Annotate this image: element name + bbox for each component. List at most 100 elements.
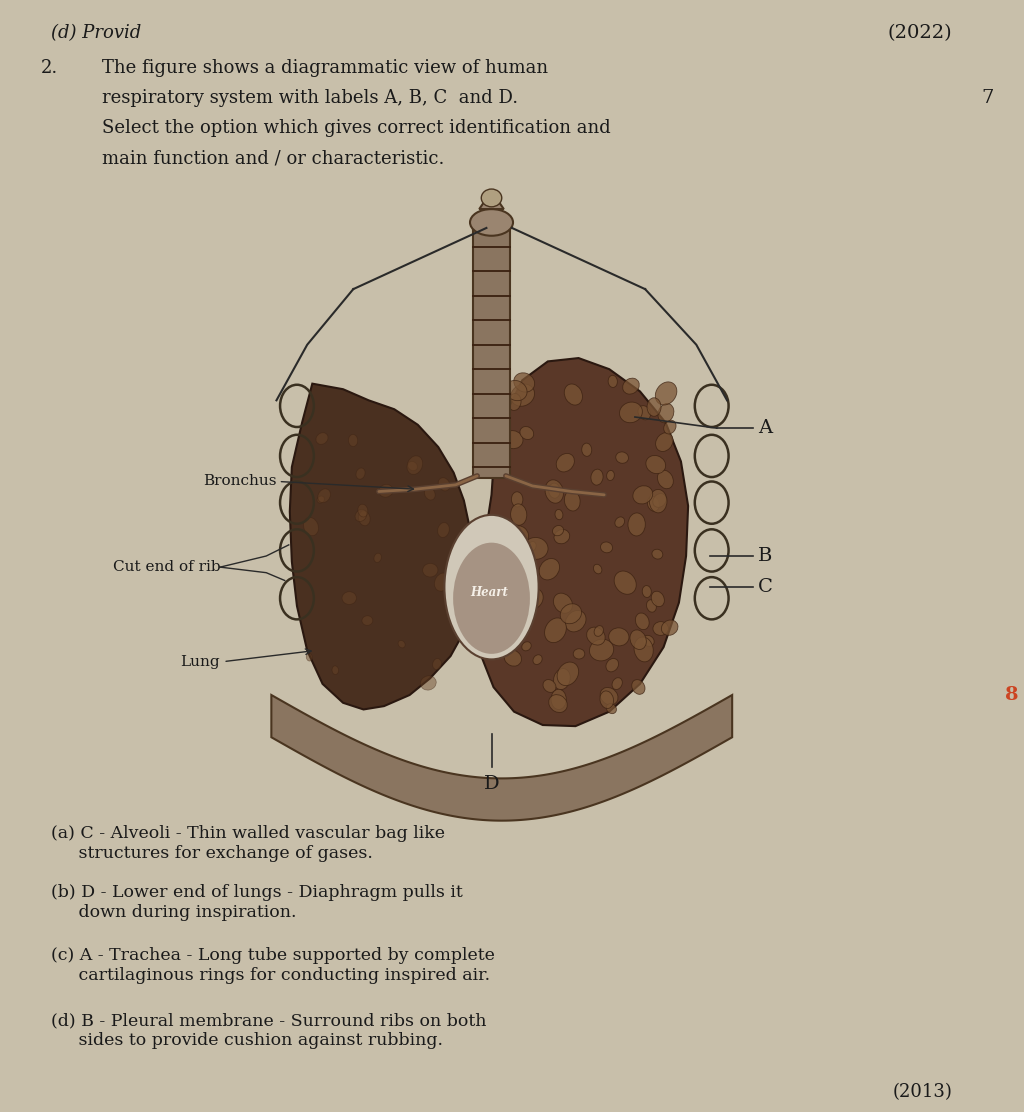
Ellipse shape (520, 588, 543, 610)
Ellipse shape (511, 384, 535, 406)
Ellipse shape (553, 526, 563, 536)
Ellipse shape (614, 572, 636, 594)
Ellipse shape (437, 523, 450, 537)
Ellipse shape (317, 489, 331, 503)
Ellipse shape (646, 599, 656, 613)
Ellipse shape (509, 608, 532, 629)
Text: A: A (758, 419, 772, 437)
Ellipse shape (511, 504, 526, 525)
Ellipse shape (554, 529, 569, 544)
Ellipse shape (557, 662, 579, 686)
Ellipse shape (655, 433, 673, 451)
Ellipse shape (606, 470, 614, 480)
Polygon shape (473, 228, 510, 478)
Text: (a) C - Alveoli - Thin walled vascular bag like
     structures for exchange of : (a) C - Alveoli - Thin walled vascular b… (51, 825, 445, 862)
Ellipse shape (543, 679, 556, 693)
Polygon shape (290, 384, 474, 709)
Ellipse shape (522, 642, 531, 651)
Ellipse shape (647, 398, 662, 416)
Ellipse shape (556, 454, 574, 471)
Ellipse shape (317, 496, 325, 503)
Ellipse shape (503, 430, 523, 448)
Ellipse shape (653, 622, 669, 635)
Ellipse shape (600, 542, 612, 553)
Ellipse shape (523, 537, 548, 559)
Ellipse shape (594, 564, 602, 574)
Text: main function and / or characteristic.: main function and / or characteristic. (102, 149, 444, 167)
Ellipse shape (421, 676, 436, 691)
Ellipse shape (658, 404, 674, 423)
Ellipse shape (348, 435, 357, 447)
Ellipse shape (511, 492, 523, 507)
Ellipse shape (358, 510, 370, 526)
Ellipse shape (615, 451, 629, 464)
Ellipse shape (356, 468, 365, 479)
Text: Bronchus: Bronchus (203, 475, 276, 488)
Ellipse shape (638, 406, 650, 420)
Ellipse shape (508, 394, 521, 410)
Ellipse shape (600, 687, 618, 705)
Ellipse shape (357, 504, 368, 517)
Ellipse shape (316, 433, 328, 445)
Ellipse shape (444, 515, 539, 659)
Ellipse shape (551, 689, 566, 709)
Ellipse shape (623, 378, 639, 394)
Text: 8: 8 (1006, 686, 1019, 704)
Ellipse shape (407, 456, 423, 475)
Ellipse shape (549, 483, 560, 498)
Ellipse shape (564, 490, 581, 512)
Ellipse shape (555, 509, 563, 519)
Ellipse shape (614, 517, 625, 527)
Ellipse shape (587, 627, 605, 645)
Ellipse shape (564, 384, 583, 405)
Ellipse shape (342, 592, 356, 605)
Ellipse shape (651, 592, 665, 607)
Ellipse shape (355, 509, 367, 522)
Text: Heart: Heart (471, 586, 508, 599)
Ellipse shape (306, 653, 312, 661)
Ellipse shape (655, 381, 677, 405)
Text: The figure shows a diagrammatic view of human: The figure shows a diagrammatic view of … (102, 59, 549, 77)
Text: B: B (758, 547, 772, 565)
Ellipse shape (649, 489, 667, 513)
Ellipse shape (532, 655, 542, 665)
Ellipse shape (657, 470, 674, 488)
Text: respiratory system with labels A, B, C  and D.: respiratory system with labels A, B, C a… (102, 89, 518, 107)
Text: Select the option which gives correct identification and: Select the option which gives correct id… (102, 119, 611, 137)
Ellipse shape (514, 373, 535, 393)
Ellipse shape (642, 586, 651, 597)
Ellipse shape (652, 494, 667, 507)
Ellipse shape (520, 427, 534, 439)
Text: D: D (483, 775, 500, 793)
Text: (2022): (2022) (888, 24, 952, 42)
Polygon shape (479, 191, 504, 209)
Ellipse shape (662, 620, 678, 635)
Ellipse shape (634, 637, 653, 662)
Ellipse shape (606, 658, 618, 672)
Ellipse shape (612, 677, 623, 689)
Ellipse shape (512, 526, 528, 543)
Text: 7: 7 (981, 89, 993, 107)
Ellipse shape (600, 691, 613, 708)
Polygon shape (271, 695, 732, 821)
Polygon shape (476, 358, 688, 726)
Ellipse shape (664, 420, 676, 434)
Ellipse shape (606, 704, 616, 714)
Ellipse shape (633, 486, 652, 504)
Text: (d) B - Pleural membrane - Surround ribs on both
     sides to provide cushion a: (d) B - Pleural membrane - Surround ribs… (51, 1012, 486, 1049)
Ellipse shape (573, 648, 585, 659)
Ellipse shape (504, 649, 521, 666)
Ellipse shape (425, 488, 435, 500)
Text: (d) Provid: (d) Provid (51, 24, 141, 42)
Ellipse shape (433, 658, 441, 669)
Ellipse shape (303, 517, 318, 536)
Ellipse shape (540, 558, 559, 579)
Text: C: C (758, 578, 773, 596)
Ellipse shape (582, 444, 592, 456)
Ellipse shape (590, 639, 613, 661)
Text: Lung: Lung (180, 655, 220, 668)
Text: (b) D - Lower end of lungs - Diaphragm pulls it
     down during inspiration.: (b) D - Lower end of lungs - Diaphragm p… (51, 884, 463, 921)
Ellipse shape (374, 553, 381, 563)
Text: 2.: 2. (41, 59, 58, 77)
Ellipse shape (470, 209, 513, 236)
